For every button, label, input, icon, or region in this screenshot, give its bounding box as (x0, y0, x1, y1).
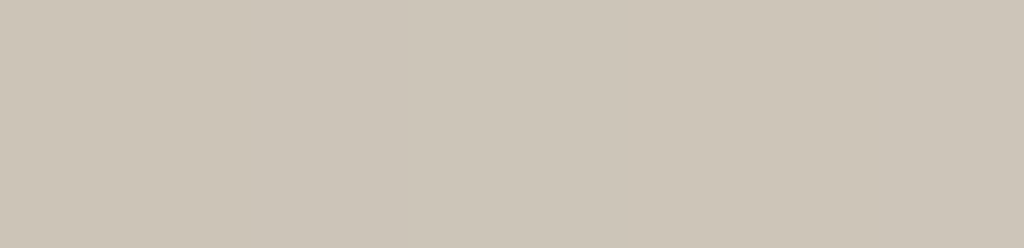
Text: .: . (510, 18, 514, 32)
Text: a)   Find the potential of three shells A, B and C.: a) Find the potential of three shells A,… (118, 193, 512, 211)
Text: b)   If shells A and C are at the same potential, obtain the relation between a,: b) If shells A and C are at the same pot… (118, 238, 819, 248)
Text: Three concentric metallic shells A, B and C of radii a, b and c (a < b < c) have: Three concentric metallic shells A, B an… (87, 79, 814, 96)
Text: 5.: 5. (41, 79, 56, 96)
Text: charge densities σ, -σ and σ respectively.: charge densities σ, -σ and σ respectivel… (87, 140, 433, 157)
